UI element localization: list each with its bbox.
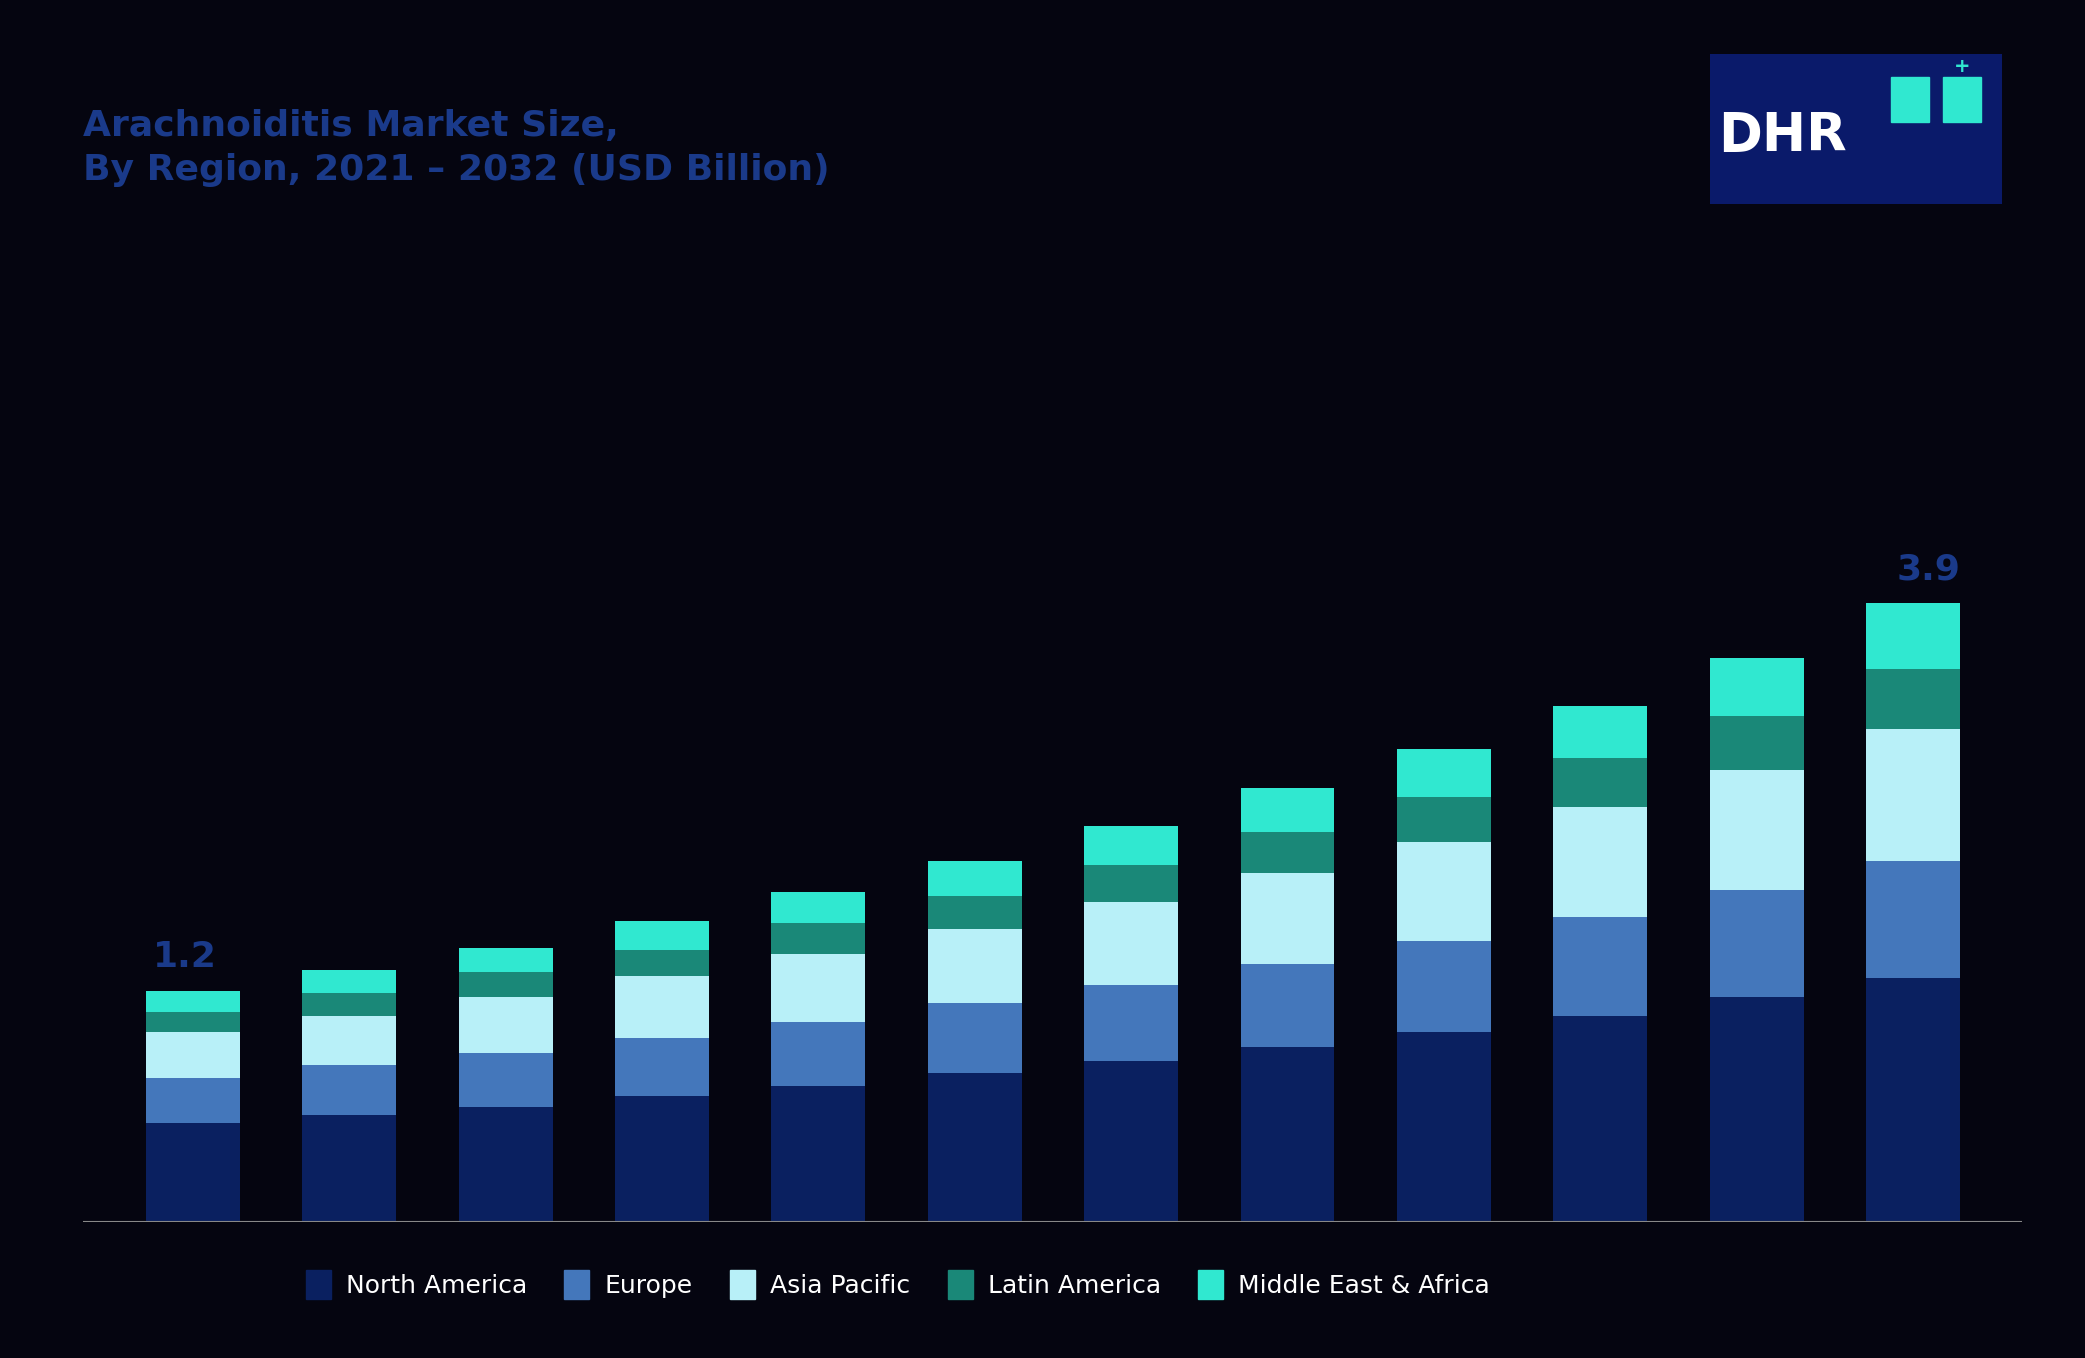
Bar — [771, 922, 865, 953]
Bar — [1241, 873, 1334, 964]
Text: DHR: DHR — [1718, 110, 1847, 163]
Legend: North America, Europe, Asia Pacific, Latin America, Middle East & Africa: North America, Europe, Asia Pacific, Lat… — [296, 1260, 1499, 1309]
Text: Arachnoiditis Market Size,
By Region, 2021 – 2032 (USD Billion): Arachnoiditis Market Size, By Region, 20… — [83, 109, 830, 187]
Bar — [1943, 76, 1981, 122]
Bar — [146, 991, 240, 1012]
Bar — [1084, 1061, 1178, 1222]
Bar — [459, 948, 553, 972]
Bar — [146, 1032, 240, 1078]
Bar — [1084, 985, 1178, 1061]
Bar — [1241, 789, 1334, 832]
Bar — [1397, 842, 1491, 941]
Bar — [1397, 750, 1491, 797]
Bar — [1084, 826, 1178, 865]
Bar — [302, 1016, 396, 1065]
Bar — [1397, 941, 1491, 1032]
Bar — [928, 929, 1022, 1004]
Bar — [302, 1065, 396, 1115]
Bar — [771, 1086, 865, 1222]
Bar — [928, 1073, 1022, 1222]
Bar — [1553, 758, 1647, 807]
Bar — [1553, 1016, 1647, 1222]
Bar — [1553, 917, 1647, 1016]
Bar — [1710, 659, 1804, 716]
Bar — [459, 972, 553, 997]
Bar — [459, 997, 553, 1052]
Bar — [459, 1052, 553, 1107]
Bar — [1710, 716, 1804, 770]
Bar — [1866, 668, 1960, 729]
Bar — [302, 1115, 396, 1222]
Bar — [1084, 902, 1178, 985]
Bar — [771, 1021, 865, 1086]
Bar — [1084, 865, 1178, 902]
Text: 1.2: 1.2 — [152, 940, 217, 975]
Bar — [1710, 889, 1804, 997]
Bar — [1866, 729, 1960, 861]
Bar — [459, 1107, 553, 1222]
Bar — [146, 1012, 240, 1032]
Text: 3.9: 3.9 — [1897, 553, 1960, 587]
Bar — [146, 1123, 240, 1222]
Bar — [771, 953, 865, 1021]
Bar — [615, 976, 709, 1039]
Bar — [302, 970, 396, 993]
Bar — [146, 1078, 240, 1123]
Text: +: + — [1954, 57, 1970, 76]
Bar — [771, 892, 865, 922]
Bar — [1866, 979, 1960, 1222]
Bar — [1710, 770, 1804, 889]
Bar — [302, 993, 396, 1016]
Bar — [615, 921, 709, 949]
Bar — [615, 1039, 709, 1096]
Bar — [615, 949, 709, 976]
Bar — [1241, 964, 1334, 1047]
Bar — [1891, 76, 1929, 122]
Bar — [1397, 1032, 1491, 1222]
Bar — [1866, 603, 1960, 668]
Bar — [1866, 861, 1960, 979]
Bar — [1553, 706, 1647, 758]
Bar — [928, 861, 1022, 896]
Bar — [1553, 807, 1647, 917]
Bar — [928, 896, 1022, 929]
Bar — [1241, 832, 1334, 873]
Bar — [1241, 1047, 1334, 1222]
Bar — [928, 1004, 1022, 1073]
Bar — [615, 1096, 709, 1222]
Bar — [1710, 997, 1804, 1222]
Bar — [1397, 797, 1491, 842]
